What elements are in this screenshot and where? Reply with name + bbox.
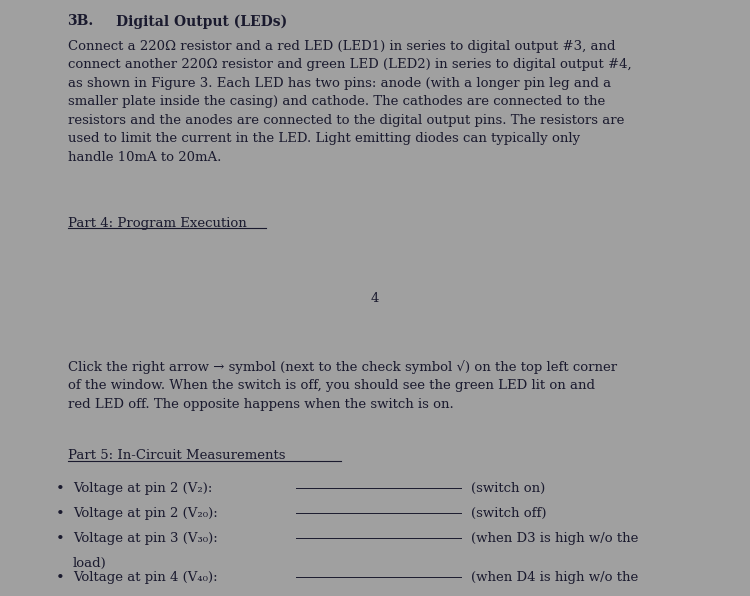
Text: (when D3 is high w/o the: (when D3 is high w/o the xyxy=(471,532,638,545)
Text: Digital Output (LEDs): Digital Output (LEDs) xyxy=(116,14,287,29)
Text: Voltage at pin 2 (V₂₀):: Voltage at pin 2 (V₂₀): xyxy=(73,507,217,520)
Text: Click the right arrow → symbol (next to the check symbol √) on the top left corn: Click the right arrow → symbol (next to … xyxy=(68,360,616,411)
Text: •: • xyxy=(56,507,65,521)
Text: •: • xyxy=(56,571,65,585)
Text: 4: 4 xyxy=(370,292,380,305)
Text: •: • xyxy=(56,532,65,546)
Text: •: • xyxy=(56,482,65,496)
Text: Voltage at pin 2 (V₂):: Voltage at pin 2 (V₂): xyxy=(73,482,212,495)
Text: (switch on): (switch on) xyxy=(471,482,545,495)
Text: load): load) xyxy=(73,557,106,570)
Text: 3B.: 3B. xyxy=(68,14,94,29)
Text: (switch off): (switch off) xyxy=(471,507,547,520)
Text: Part 4: Program Execution: Part 4: Program Execution xyxy=(68,217,246,230)
Text: Voltage at pin 3 (V₃₀):: Voltage at pin 3 (V₃₀): xyxy=(73,532,217,545)
Text: Part 5: In-Circuit Measurements: Part 5: In-Circuit Measurements xyxy=(68,449,285,462)
Text: Connect a 220Ω resistor and a red LED (LED1) in series to digital output #3, and: Connect a 220Ω resistor and a red LED (L… xyxy=(68,40,632,164)
Text: Voltage at pin 4 (V₄₀):: Voltage at pin 4 (V₄₀): xyxy=(73,571,217,584)
Text: (when D4 is high w/o the: (when D4 is high w/o the xyxy=(471,571,638,584)
